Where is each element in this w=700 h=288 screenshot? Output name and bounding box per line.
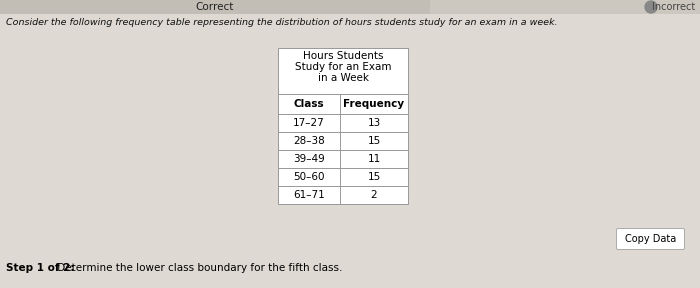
Text: 15: 15 <box>368 136 381 146</box>
Text: Copy Data: Copy Data <box>625 234 676 244</box>
Text: Hours Students: Hours Students <box>302 51 384 61</box>
Text: Frequency: Frequency <box>344 99 405 109</box>
Text: Incorrect: Incorrect <box>652 2 695 12</box>
FancyBboxPatch shape <box>617 228 685 249</box>
Bar <box>278 186 408 204</box>
Bar <box>278 132 408 150</box>
Text: 2: 2 <box>371 190 377 200</box>
Bar <box>278 114 408 132</box>
Bar <box>278 94 408 114</box>
Text: in a Week: in a Week <box>318 73 368 83</box>
Bar <box>278 168 408 186</box>
Bar <box>0 0 430 14</box>
Text: 11: 11 <box>368 154 381 164</box>
Text: 28–38: 28–38 <box>293 136 325 146</box>
Text: 17–27: 17–27 <box>293 118 325 128</box>
Text: Class: Class <box>294 99 324 109</box>
Text: Determine the lower class boundary for the fifth class.: Determine the lower class boundary for t… <box>54 263 342 273</box>
Text: 13: 13 <box>368 118 381 128</box>
Circle shape <box>645 1 657 13</box>
Text: Consider the following frequency table representing the distribution of hours st: Consider the following frequency table r… <box>6 18 558 27</box>
Text: Step 1 of 2:: Step 1 of 2: <box>6 263 74 273</box>
Bar <box>278 150 408 168</box>
Text: 61–71: 61–71 <box>293 190 325 200</box>
Bar <box>278 48 408 94</box>
Text: 39–49: 39–49 <box>293 154 325 164</box>
Text: Correct: Correct <box>196 2 235 12</box>
Text: 50–60: 50–60 <box>293 172 325 182</box>
Text: 15: 15 <box>368 172 381 182</box>
Bar <box>0 0 700 14</box>
Text: Study for an Exam: Study for an Exam <box>295 62 391 72</box>
